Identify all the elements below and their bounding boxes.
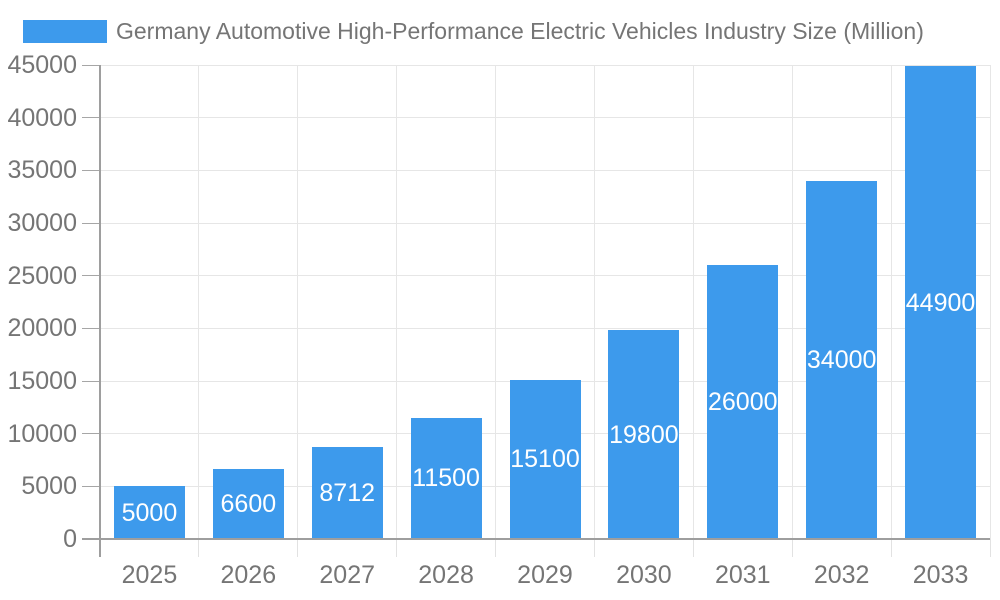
y-gridline bbox=[100, 275, 990, 277]
bar-value-label: 11500 bbox=[412, 464, 480, 493]
x-tick-mark bbox=[989, 539, 991, 557]
x-axis-label: 2025 bbox=[121, 561, 178, 589]
y-axis-label: 20000 bbox=[7, 314, 77, 343]
bar-value-label: 5000 bbox=[121, 498, 178, 527]
bar-value-label: 34000 bbox=[806, 345, 877, 374]
y-tick-mark bbox=[82, 433, 100, 435]
y-axis-label: 25000 bbox=[7, 261, 77, 290]
x-gridline bbox=[593, 65, 595, 539]
y-axis-label: 35000 bbox=[7, 156, 77, 185]
bar-2031: 26000 bbox=[707, 265, 779, 539]
bar-value-label: 19800 bbox=[609, 420, 679, 449]
x-gridline bbox=[791, 65, 793, 539]
y-tick-mark bbox=[82, 485, 100, 487]
y-gridline bbox=[100, 327, 990, 329]
x-tick-mark bbox=[890, 539, 892, 557]
x-axis-line bbox=[82, 538, 990, 540]
bar-2029: 15100 bbox=[509, 379, 581, 539]
y-axis-line bbox=[99, 65, 101, 557]
y-gridline bbox=[100, 222, 990, 224]
bar-2027: 8712 bbox=[311, 447, 383, 539]
x-axis-label: 2026 bbox=[220, 561, 277, 589]
bar-2030: 19800 bbox=[608, 330, 680, 539]
y-axis-label: 45000 bbox=[7, 51, 77, 79]
x-gridline bbox=[989, 65, 991, 539]
bar-2033: 44900 bbox=[905, 66, 977, 539]
y-axis-label: 5000 bbox=[21, 472, 77, 501]
bar-2026: 6600 bbox=[212, 469, 284, 539]
x-tick-mark bbox=[297, 539, 299, 557]
bar-value-label: 44900 bbox=[905, 288, 976, 317]
x-axis-label: 2030 bbox=[616, 561, 672, 589]
y-tick-mark bbox=[82, 64, 100, 66]
y-tick-mark bbox=[82, 380, 100, 382]
bar-2032: 34000 bbox=[806, 180, 878, 539]
x-tick-mark bbox=[198, 539, 200, 557]
chart-legend: Germany Automotive High-Performance Elec… bbox=[23, 18, 924, 45]
x-gridline bbox=[890, 65, 892, 539]
x-gridline bbox=[495, 65, 497, 539]
x-tick-mark bbox=[396, 539, 398, 557]
y-axis-label: 30000 bbox=[7, 209, 77, 237]
y-gridline bbox=[100, 169, 990, 171]
legend-swatch bbox=[23, 20, 107, 43]
x-axis-label: 2029 bbox=[517, 561, 573, 589]
bar-2028: 11500 bbox=[410, 417, 482, 539]
x-tick-mark bbox=[593, 539, 595, 557]
x-axis-label: 2033 bbox=[912, 561, 969, 589]
x-axis-label: 2028 bbox=[418, 561, 474, 589]
y-gridline bbox=[100, 64, 990, 66]
bar-value-label: 8712 bbox=[319, 479, 376, 508]
y-tick-mark bbox=[82, 327, 100, 329]
x-axis-label: 2027 bbox=[319, 561, 376, 589]
bar-2025: 5000 bbox=[113, 486, 185, 539]
x-tick-mark bbox=[791, 539, 793, 557]
x-gridline bbox=[198, 65, 200, 539]
x-tick-mark bbox=[692, 539, 694, 557]
x-gridline bbox=[396, 65, 398, 539]
bar-value-label: 6600 bbox=[220, 490, 277, 519]
y-tick-mark bbox=[82, 169, 100, 171]
bar-value-label: 15100 bbox=[510, 445, 580, 474]
y-tick-mark bbox=[82, 222, 100, 224]
y-axis-label: 0 bbox=[63, 525, 77, 553]
y-tick-mark bbox=[82, 117, 100, 119]
chart-title: Germany Automotive High-Performance Elec… bbox=[116, 18, 924, 44]
y-axis-label: 10000 bbox=[7, 419, 77, 448]
x-axis-label: 2032 bbox=[813, 561, 870, 589]
y-axis-label: 40000 bbox=[7, 103, 77, 132]
x-axis-label: 2031 bbox=[714, 561, 771, 589]
bar-value-label: 26000 bbox=[708, 388, 778, 417]
y-tick-mark bbox=[82, 275, 100, 277]
x-tick-mark bbox=[495, 539, 497, 557]
y-axis-label: 15000 bbox=[7, 367, 77, 395]
y-gridline bbox=[100, 117, 990, 119]
x-gridline bbox=[692, 65, 694, 539]
x-gridline bbox=[297, 65, 299, 539]
